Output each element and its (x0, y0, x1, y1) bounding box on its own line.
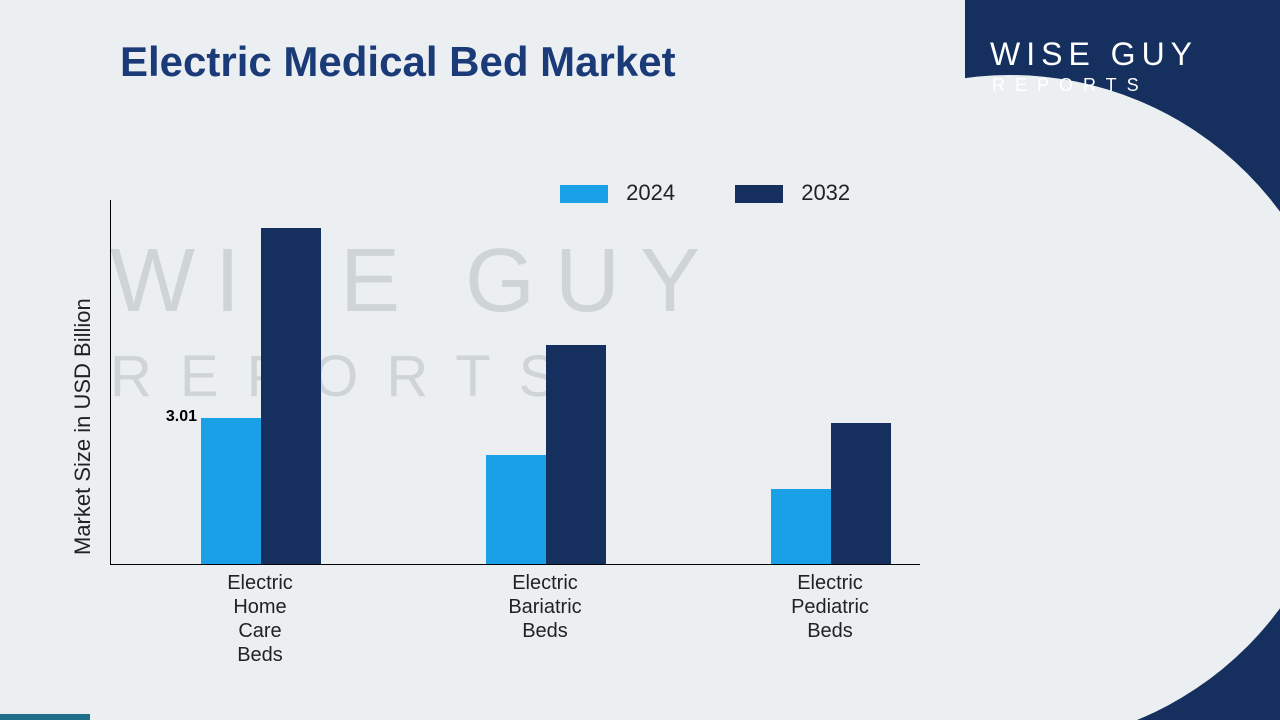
chart-title: Electric Medical Bed Market (120, 38, 676, 86)
bar-2024-cat0 (201, 418, 261, 564)
bar-2032-cat0 (261, 228, 321, 564)
brand-logo: WISE GUY REPORTS (990, 36, 1198, 96)
brand-line2: REPORTS (990, 75, 1198, 96)
bar-2032-cat1 (546, 345, 606, 564)
x-axis-label: ElectricPediatricBeds (760, 571, 900, 643)
bar-2032-cat2 (831, 423, 891, 564)
bottom-accent (0, 714, 90, 720)
plot-area: 3.01 (110, 200, 920, 565)
x-axis-label: ElectricHomeCareBeds (190, 571, 330, 667)
bar-2024-cat1 (486, 455, 546, 565)
bar-value-label: 3.01 (151, 408, 197, 426)
y-axis-label: Market Size in USD Billion (70, 298, 96, 555)
x-axis-label: ElectricBariatricBeds (475, 571, 615, 643)
bar-2024-cat2 (771, 489, 831, 564)
brand-line1: WISE GUY (990, 36, 1198, 73)
chart-stage: WISE GUY REPORTS Electric Medical Bed Ma… (0, 0, 1280, 720)
